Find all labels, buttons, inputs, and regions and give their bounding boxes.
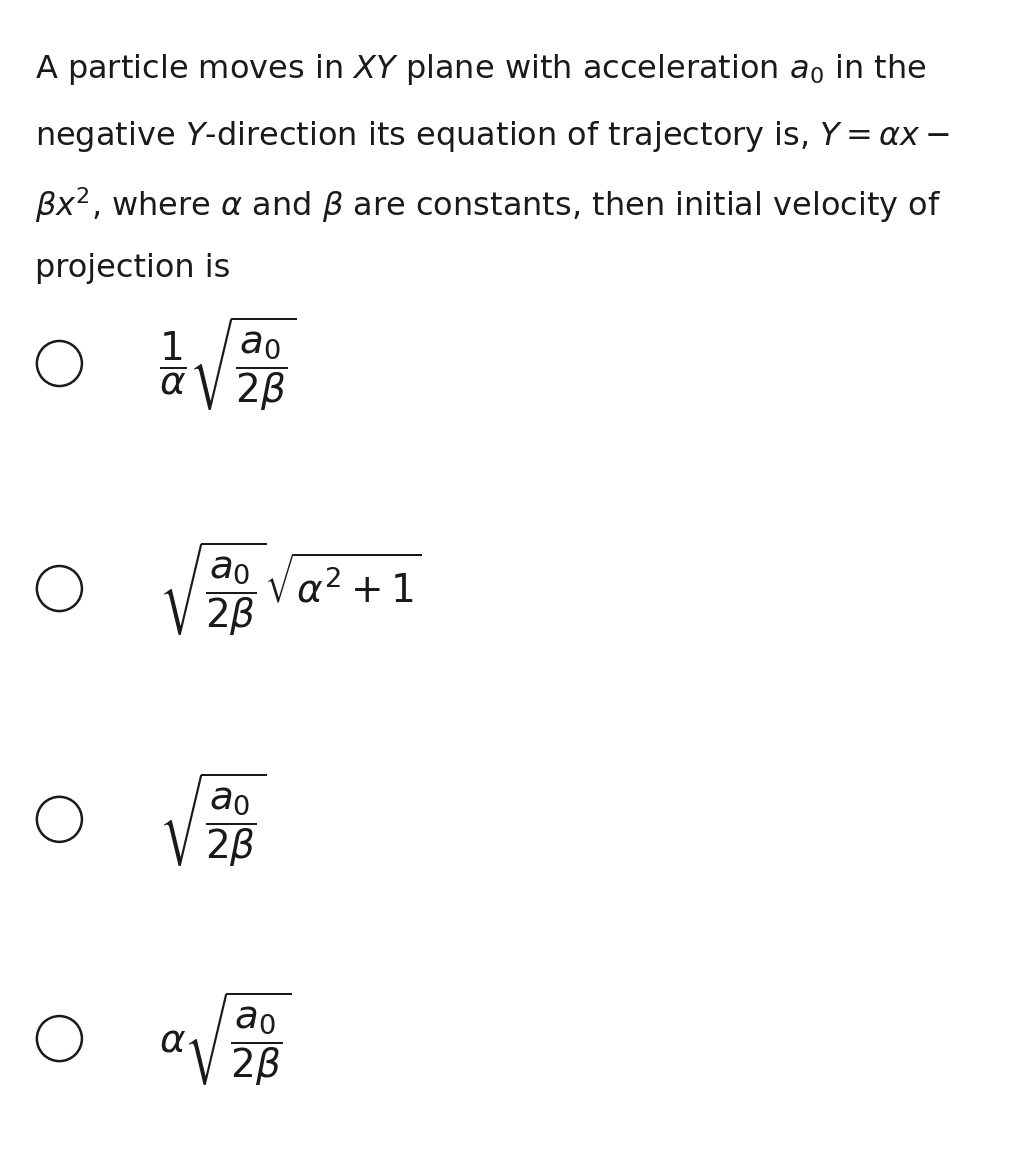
Text: $\sqrt{\dfrac{a_0}{2\beta}}$: $\sqrt{\dfrac{a_0}{2\beta}}$ (159, 770, 266, 869)
Text: $\dfrac{1}{\alpha}\sqrt{\dfrac{a_0}{2\beta}}$: $\dfrac{1}{\alpha}\sqrt{\dfrac{a_0}{2\be… (159, 314, 297, 413)
Text: negative $Y$-direction its equation of trajectory is, $Y = \alpha x -$: negative $Y$-direction its equation of t… (35, 119, 950, 153)
Text: A particle moves in $XY$ plane with acceleration $a_0$ in the: A particle moves in $XY$ plane with acce… (35, 52, 927, 87)
Text: $\alpha\sqrt{\dfrac{a_0}{2\beta}}$: $\alpha\sqrt{\dfrac{a_0}{2\beta}}$ (159, 989, 292, 1088)
Text: $\sqrt{\dfrac{a_0}{2\beta}}\sqrt{\alpha^2+1}$: $\sqrt{\dfrac{a_0}{2\beta}}\sqrt{\alpha^… (159, 539, 422, 638)
Text: projection is: projection is (35, 253, 230, 284)
Text: $\beta x^2$, where $\alpha$ and $\beta$ are constants, then initial velocity of: $\beta x^2$, where $\alpha$ and $\beta$ … (35, 186, 941, 225)
